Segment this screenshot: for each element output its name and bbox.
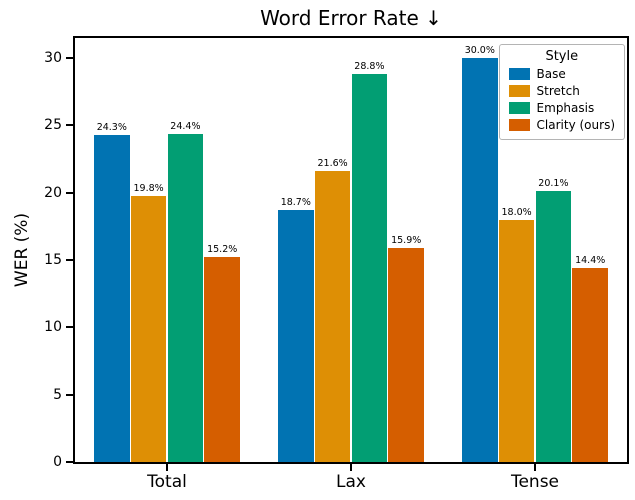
bar-value-label-total-clarity-ours: 15.2%: [207, 244, 238, 256]
x-tick-mark: [166, 464, 168, 471]
legend-label-emphasis: Emphasis: [536, 101, 595, 115]
y-tick-label: 20: [44, 184, 62, 201]
bar-lax-base: [277, 210, 314, 462]
legend-label-clarity-ours: Clarity (ours): [536, 118, 615, 132]
bar-value-label-tense-clarity-ours: 14.4%: [575, 255, 606, 267]
y-tick-label: 5: [53, 386, 62, 403]
bar-value-label-total-stretch: 19.8%: [133, 182, 164, 194]
legend-swatch-stretch: [508, 85, 530, 97]
y-tick-mark: [66, 124, 73, 127]
bar-tense-emphasis: [535, 191, 572, 462]
y-tick-mark: [66, 326, 73, 329]
legend-label-stretch: Stretch: [536, 84, 580, 98]
legend-item-emphasis: Emphasis: [508, 101, 615, 115]
bar-value-label-tense-base: 30.0%: [464, 45, 495, 57]
bar-value-label-lax-clarity-ours: 15.9%: [391, 234, 422, 246]
y-tick-mark: [66, 57, 73, 60]
x-tick-label-tense: Tense: [510, 472, 560, 492]
chart-title: Word Error Rate ↓: [260, 6, 442, 30]
bar-total-clarity-ours: [204, 257, 241, 462]
bar-total-base: [93, 134, 130, 462]
bar-lax-stretch: [314, 171, 351, 462]
y-axis-label: WER (%): [12, 212, 32, 288]
y-tick-label: 10: [44, 319, 62, 336]
y-tick-mark: [66, 259, 73, 262]
bar-value-label-lax-stretch: 21.6%: [317, 158, 348, 170]
legend-items: Base Stretch Emphasis Clarity (ours): [508, 67, 615, 132]
legend-item-clarity-ours: Clarity (ours): [508, 118, 615, 132]
y-tick-mark: [66, 393, 73, 396]
x-tick-label-lax: Lax: [336, 472, 366, 492]
bar-tense-base: [461, 58, 498, 462]
bar-value-label-lax-base: 18.7%: [280, 197, 311, 209]
x-tick-label-total: Total: [147, 472, 187, 492]
y-tick-mark: [66, 461, 73, 463]
legend-swatch-emphasis: [508, 102, 530, 114]
bar-total-emphasis: [167, 133, 204, 462]
bar-value-label-tense-emphasis: 20.1%: [538, 178, 569, 190]
bar-value-label-total-base: 24.3%: [96, 121, 127, 133]
legend-title: Style: [545, 49, 579, 64]
legend: Style Base Stretch Emphasis Clarity (ours): [498, 44, 625, 140]
legend-swatch-clarity-ours: [508, 119, 530, 131]
legend-item-base: Base: [508, 67, 615, 81]
x-tick-mark: [534, 464, 536, 471]
bar-lax-emphasis: [351, 74, 388, 462]
legend-label-base: Base: [536, 67, 566, 81]
y-tick-label: 30: [44, 50, 62, 67]
bar-value-label-total-emphasis: 24.4%: [170, 120, 201, 132]
bar-tense-stretch: [498, 219, 535, 462]
bar-value-label-tense-stretch: 18.0%: [501, 206, 532, 218]
legend-item-stretch: Stretch: [508, 84, 615, 98]
y-tick-label: 0: [53, 454, 62, 470]
y-tick-label: 15: [44, 252, 62, 269]
bar-tense-clarity-ours: [572, 268, 609, 462]
y-tick-mark: [66, 191, 73, 194]
legend-swatch-base: [508, 68, 530, 80]
y-tick-label: 25: [44, 117, 62, 134]
bar-total-stretch: [130, 195, 167, 462]
x-tick-mark: [350, 464, 352, 471]
bar-lax-clarity-ours: [388, 247, 425, 462]
bar-value-label-lax-emphasis: 28.8%: [354, 61, 385, 73]
